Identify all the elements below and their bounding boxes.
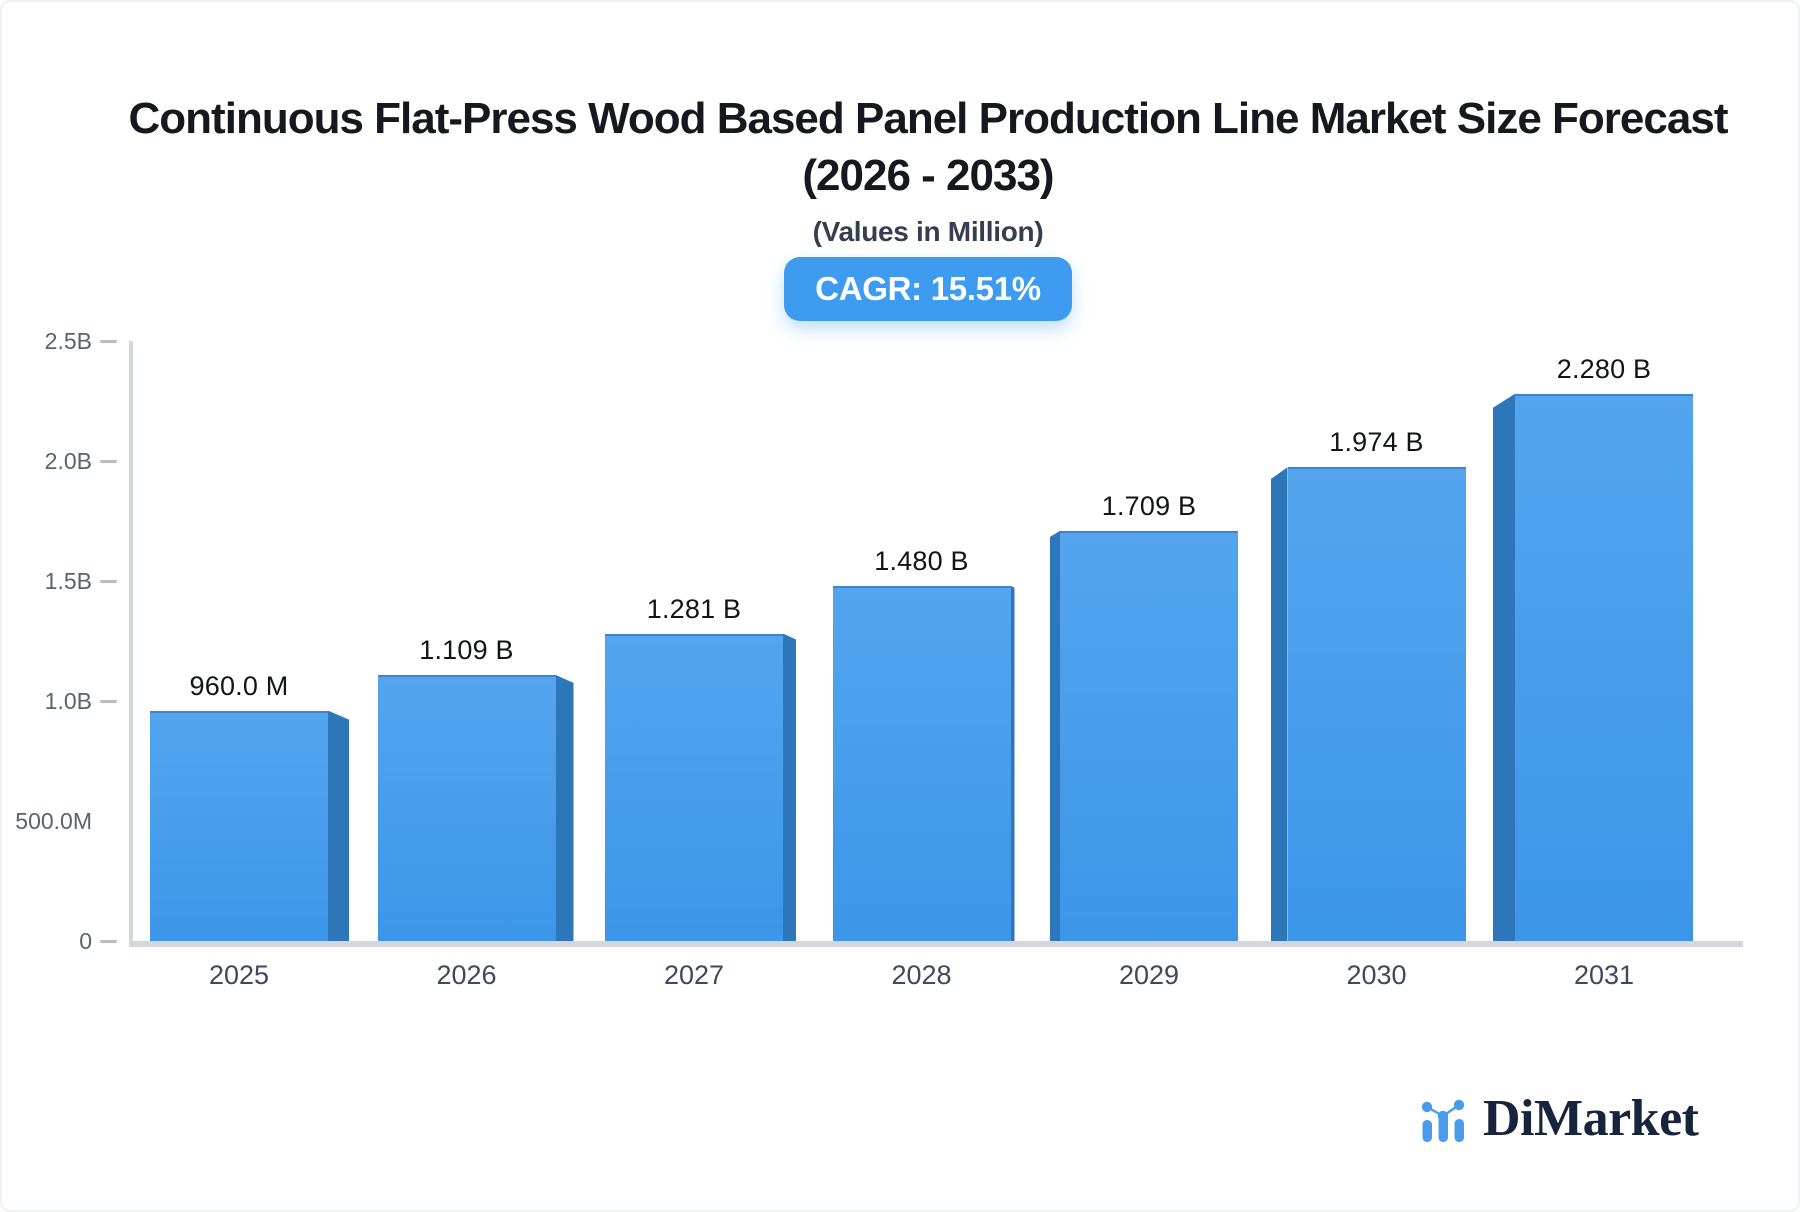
x-axis-category-label: 2030 xyxy=(1346,960,1407,990)
bar-value-label: 960.0 M xyxy=(189,670,289,701)
bar-chart-logo-icon xyxy=(1421,1099,1465,1142)
bar-value-label: 1.281 B xyxy=(646,593,742,624)
bar-3d-side xyxy=(783,633,796,941)
dimarket-logo: DiMarket xyxy=(1418,1079,1699,1148)
logo-text: DiMarket xyxy=(1483,1090,1699,1148)
bar-value-label: 1.709 B xyxy=(1101,490,1197,521)
x-axis-line xyxy=(129,941,1743,947)
bar xyxy=(150,710,328,941)
y-tick-mark xyxy=(100,939,117,943)
bar xyxy=(605,633,783,941)
bar-3d-side xyxy=(1050,530,1060,941)
bar-3d-side xyxy=(555,674,574,941)
y-tick-mark xyxy=(100,699,117,703)
bar xyxy=(1287,467,1466,941)
y-tick-label: 500.0M xyxy=(15,808,92,834)
bar-3d-side xyxy=(1270,467,1288,941)
y-tick-mark xyxy=(100,339,117,343)
x-axis-category-label: 2026 xyxy=(436,960,497,990)
y-tick-label: 0 xyxy=(79,928,92,954)
chart-title-line-2: (2026 - 2033) xyxy=(802,151,1054,201)
bar xyxy=(1060,530,1238,941)
bar xyxy=(377,674,556,941)
bar xyxy=(832,585,1011,941)
x-axis-category-label: 2031 xyxy=(1573,960,1635,990)
y-tick-label: 1.5B xyxy=(44,568,92,594)
chart-title-line-1: Continuous Flat-Press Wood Based Panel P… xyxy=(128,94,1729,143)
y-tick-label: 1.0B xyxy=(44,688,92,714)
chart-subtitle: (Values in Million) xyxy=(812,216,1044,248)
x-axis-category-label: 2025 xyxy=(208,960,270,990)
bar-3d-side xyxy=(1493,393,1515,941)
bar-value-label: 1.109 B xyxy=(419,634,514,665)
y-axis-line xyxy=(129,341,133,947)
chart-header: Continuous Flat-Press Wood Based Panel P… xyxy=(56,90,1800,322)
bar-value-label: 1.974 B xyxy=(1329,427,1424,458)
y-tick-mark xyxy=(100,459,117,463)
bar-3d-side xyxy=(1010,585,1015,941)
bar-3d-side xyxy=(328,710,349,941)
bar-value-label: 1.480 B xyxy=(874,545,969,576)
bar xyxy=(1515,393,1693,941)
y-tick-label: 2.5B xyxy=(44,328,92,354)
bar-value-label: 2.280 B xyxy=(1556,353,1652,384)
cagr-badge: CAGR: 15.51% xyxy=(784,257,1072,322)
y-tick-mark xyxy=(100,579,117,583)
y-tick-label: 2.0B xyxy=(44,448,92,474)
x-axis-category-label: 2028 xyxy=(891,960,952,990)
x-axis-category-label: 2027 xyxy=(663,960,725,990)
x-axis-category-label: 2029 xyxy=(1118,960,1180,990)
